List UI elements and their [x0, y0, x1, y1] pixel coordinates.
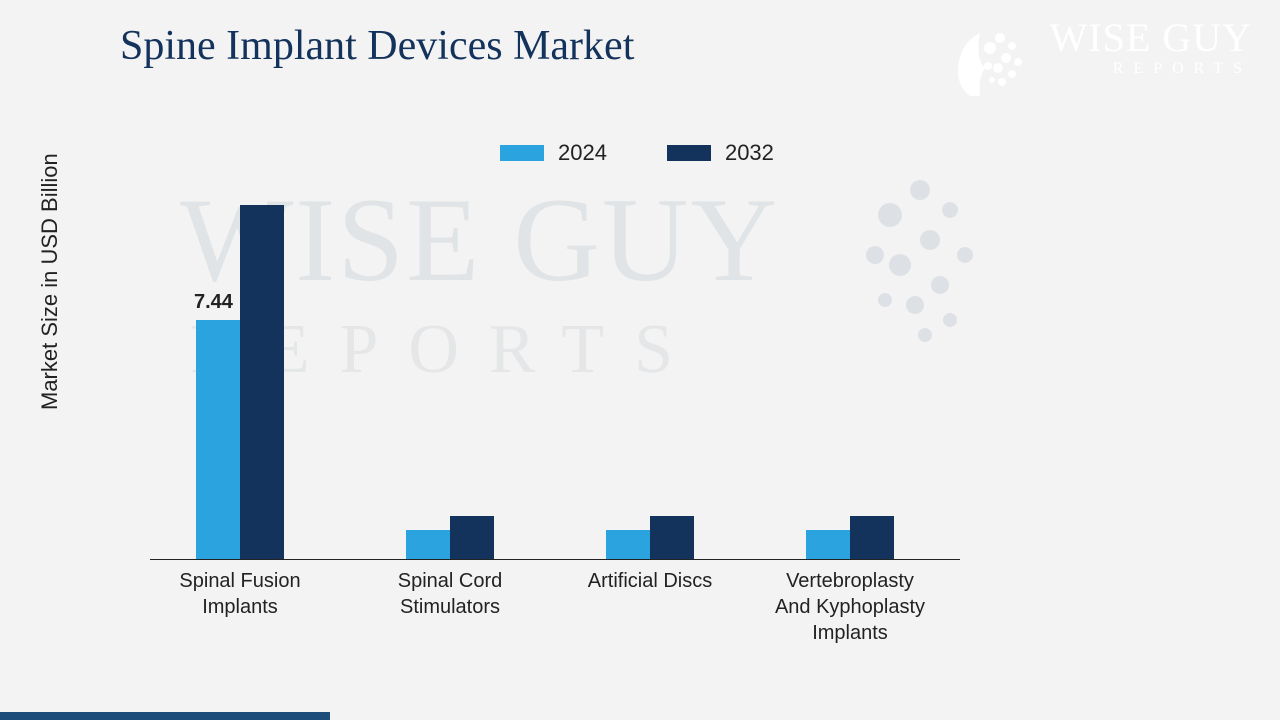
bar-value-label: 7.44	[194, 291, 233, 314]
brand-logo-sub: REPORTS	[1050, 60, 1252, 78]
x-axis-label: Artificial Discs	[570, 568, 730, 594]
bar-2032	[650, 516, 694, 559]
brand-logo: WISE GUY REPORTS	[1050, 18, 1252, 78]
legend-label-2024: 2024	[558, 140, 607, 166]
legend-label-2032: 2032	[725, 140, 774, 166]
chart-area: Market Size in USD Billion 2024 2032 7.4…	[60, 130, 960, 690]
legend-swatch-2032	[667, 145, 711, 161]
legend-item-2032: 2032	[667, 140, 774, 166]
x-axis-label: Vertebroplasty And Kyphoplasty Implants	[770, 568, 930, 646]
brain-head-icon	[940, 18, 1030, 108]
x-axis-label: Spinal Fusion Implants	[160, 568, 320, 620]
chart-title: Spine Implant Devices Market	[120, 22, 634, 70]
chart-legend: 2024 2032	[500, 140, 774, 166]
bar-2032	[850, 516, 894, 559]
bar-group	[580, 516, 720, 559]
bar-group	[380, 516, 520, 559]
brand-panel	[960, 0, 1280, 720]
footer-accent-bar	[0, 712, 330, 720]
bar-2024	[806, 530, 850, 559]
brand-logo-main: WISE GUY	[1050, 18, 1252, 58]
bar-2024	[606, 530, 650, 559]
x-axis-labels: Spinal Fusion Implants Spinal Cord Stimul…	[150, 562, 960, 682]
bar-group	[780, 516, 920, 559]
legend-swatch-2024	[500, 145, 544, 161]
y-axis-label: Market Size in USD Billion	[37, 153, 63, 410]
plot-region: 7.44	[150, 190, 960, 560]
bar-2024	[406, 530, 450, 559]
bar-group	[170, 205, 310, 559]
bar-2024	[196, 320, 240, 559]
chart-canvas: WISE GUY REPORTS Spine Implant Devices M…	[0, 0, 1280, 720]
bar-2032	[240, 205, 284, 559]
bar-2032	[450, 516, 494, 559]
legend-item-2024: 2024	[500, 140, 607, 166]
x-axis-label: Spinal Cord Stimulators	[370, 568, 530, 620]
